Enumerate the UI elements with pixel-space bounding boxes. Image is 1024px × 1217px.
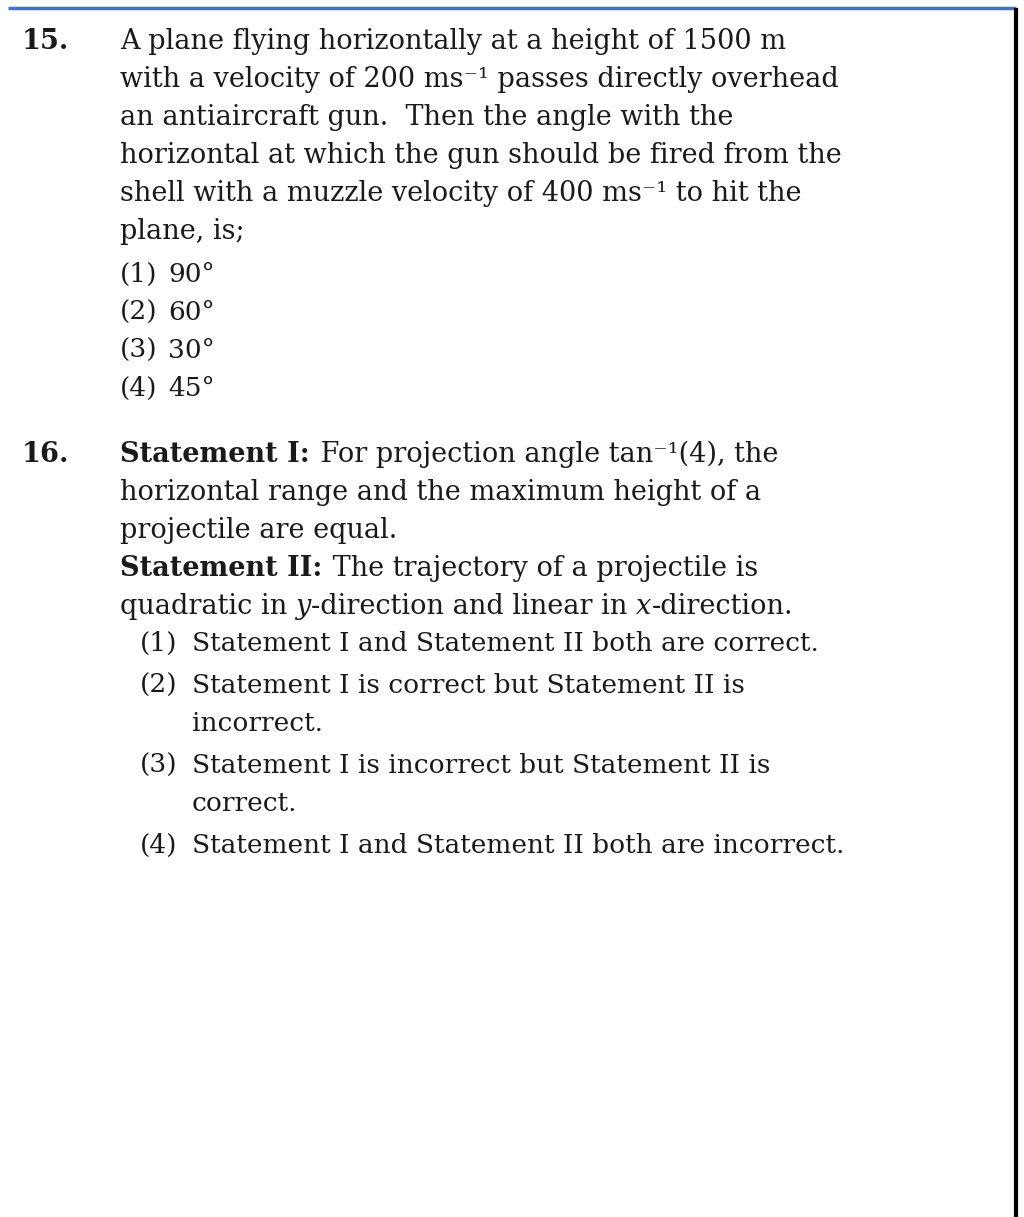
Text: 45°: 45°: [168, 376, 215, 400]
Text: horizontal at which the gun should be fired from the: horizontal at which the gun should be fi…: [120, 142, 842, 169]
Text: projectile are equal.: projectile are equal.: [120, 516, 397, 544]
Text: shell with a muzzle velocity of 400 ms⁻¹ to hit the: shell with a muzzle velocity of 400 ms⁻¹…: [120, 180, 802, 207]
Text: (2): (2): [140, 673, 177, 697]
Text: Statement I is correct but Statement II is: Statement I is correct but Statement II …: [193, 673, 744, 697]
Text: an antiaircraft gun.  Then the angle with the: an antiaircraft gun. Then the angle with…: [120, 103, 733, 131]
Text: 30°: 30°: [168, 338, 215, 363]
Text: The trajectory of a projectile is: The trajectory of a projectile is: [325, 555, 759, 582]
Text: 15.: 15.: [22, 28, 70, 55]
Text: (4): (4): [140, 832, 177, 858]
Text: Statement I:: Statement I:: [120, 441, 309, 467]
Text: Statement I is incorrect but Statement II is: Statement I is incorrect but Statement I…: [193, 752, 770, 778]
Text: x: x: [636, 593, 651, 619]
Text: Statement II:: Statement II:: [120, 555, 323, 582]
Text: (4): (4): [120, 376, 158, 400]
Text: (2): (2): [120, 301, 158, 325]
Text: y: y: [296, 593, 311, 619]
Text: (1): (1): [120, 262, 158, 287]
Text: horizontal range and the maximum height of a: horizontal range and the maximum height …: [120, 478, 761, 505]
Text: plane, is;: plane, is;: [120, 218, 245, 245]
Text: quadratic in: quadratic in: [120, 593, 296, 619]
Text: Statement I and Statement II both are incorrect.: Statement I and Statement II both are in…: [193, 832, 845, 858]
Text: incorrect.: incorrect.: [193, 711, 323, 735]
Text: For projection angle tan⁻¹(4), the: For projection angle tan⁻¹(4), the: [311, 441, 778, 469]
Text: (1): (1): [140, 630, 177, 656]
Text: (3): (3): [120, 338, 158, 363]
Text: A plane flying horizontally at a height of 1500 m: A plane flying horizontally at a height …: [120, 28, 786, 55]
Text: (3): (3): [140, 752, 177, 778]
Text: correct.: correct.: [193, 791, 298, 815]
Text: -direction and linear in: -direction and linear in: [311, 593, 636, 619]
Text: 90°: 90°: [168, 262, 215, 287]
Text: -direction.: -direction.: [651, 593, 793, 619]
Text: with a velocity of 200 ms⁻¹ passes directly overhead: with a velocity of 200 ms⁻¹ passes direc…: [120, 66, 839, 92]
Text: 60°: 60°: [168, 301, 215, 325]
Text: 16.: 16.: [22, 441, 70, 467]
Text: Statement I and Statement II both are correct.: Statement I and Statement II both are co…: [193, 630, 819, 656]
